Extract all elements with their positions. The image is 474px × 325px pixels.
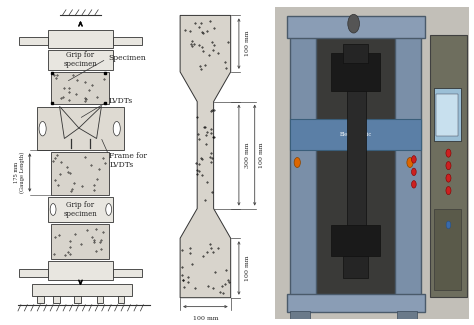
Bar — [53, 296, 60, 304]
Bar — [52, 72, 109, 104]
Circle shape — [348, 14, 359, 33]
Bar — [343, 256, 368, 278]
Circle shape — [446, 174, 451, 182]
Circle shape — [446, 162, 451, 170]
Bar — [52, 152, 109, 195]
Text: 300 mm: 300 mm — [245, 142, 250, 168]
Text: Grip for
specimen: Grip for specimen — [64, 51, 97, 68]
Bar — [287, 293, 425, 312]
Circle shape — [39, 122, 46, 136]
Circle shape — [294, 158, 301, 167]
Bar — [19, 269, 48, 278]
Bar — [48, 261, 113, 280]
Circle shape — [446, 149, 451, 157]
Bar — [331, 53, 380, 91]
Text: 175 mm
(Gauge Length): 175 mm (Gauge Length) — [14, 152, 25, 193]
Bar — [287, 16, 425, 38]
Bar — [343, 44, 368, 63]
Circle shape — [113, 122, 120, 136]
Text: 100 mm: 100 mm — [245, 31, 250, 57]
Bar — [347, 91, 366, 225]
Text: Frame for
LVDTs: Frame for LVDTs — [109, 151, 147, 169]
Bar — [436, 94, 457, 136]
Circle shape — [446, 187, 451, 195]
Bar — [118, 296, 124, 304]
Bar — [316, 38, 397, 297]
Text: Grip for
specimen: Grip for specimen — [64, 201, 97, 218]
Bar — [113, 37, 142, 45]
Bar — [37, 296, 44, 304]
Circle shape — [50, 203, 56, 215]
Circle shape — [407, 158, 413, 167]
Bar — [434, 88, 462, 141]
Circle shape — [411, 168, 416, 176]
Bar — [37, 107, 124, 150]
Bar — [32, 284, 132, 296]
Bar — [74, 296, 81, 304]
Circle shape — [446, 221, 451, 229]
Bar — [97, 296, 103, 304]
Text: Specimen: Specimen — [108, 54, 146, 62]
Bar — [48, 50, 113, 70]
Text: Electromatic: Electromatic — [339, 132, 372, 137]
Bar — [19, 37, 48, 45]
Text: 100 mm: 100 mm — [245, 255, 250, 281]
Bar — [291, 311, 310, 318]
Bar — [395, 25, 421, 309]
Bar — [113, 269, 142, 278]
Bar — [48, 197, 113, 222]
Polygon shape — [180, 15, 231, 298]
Bar — [291, 119, 420, 150]
Text: 100 mm: 100 mm — [259, 142, 264, 168]
Text: 100 mm: 100 mm — [192, 316, 218, 320]
Circle shape — [106, 203, 111, 215]
Bar — [331, 225, 380, 256]
Bar — [52, 224, 109, 259]
Circle shape — [411, 181, 416, 188]
Circle shape — [411, 156, 416, 163]
Bar — [48, 31, 113, 47]
Bar — [291, 25, 316, 309]
Bar — [430, 34, 467, 297]
Bar — [397, 311, 417, 318]
Text: LVDTs: LVDTs — [109, 98, 133, 105]
Bar — [434, 209, 462, 291]
